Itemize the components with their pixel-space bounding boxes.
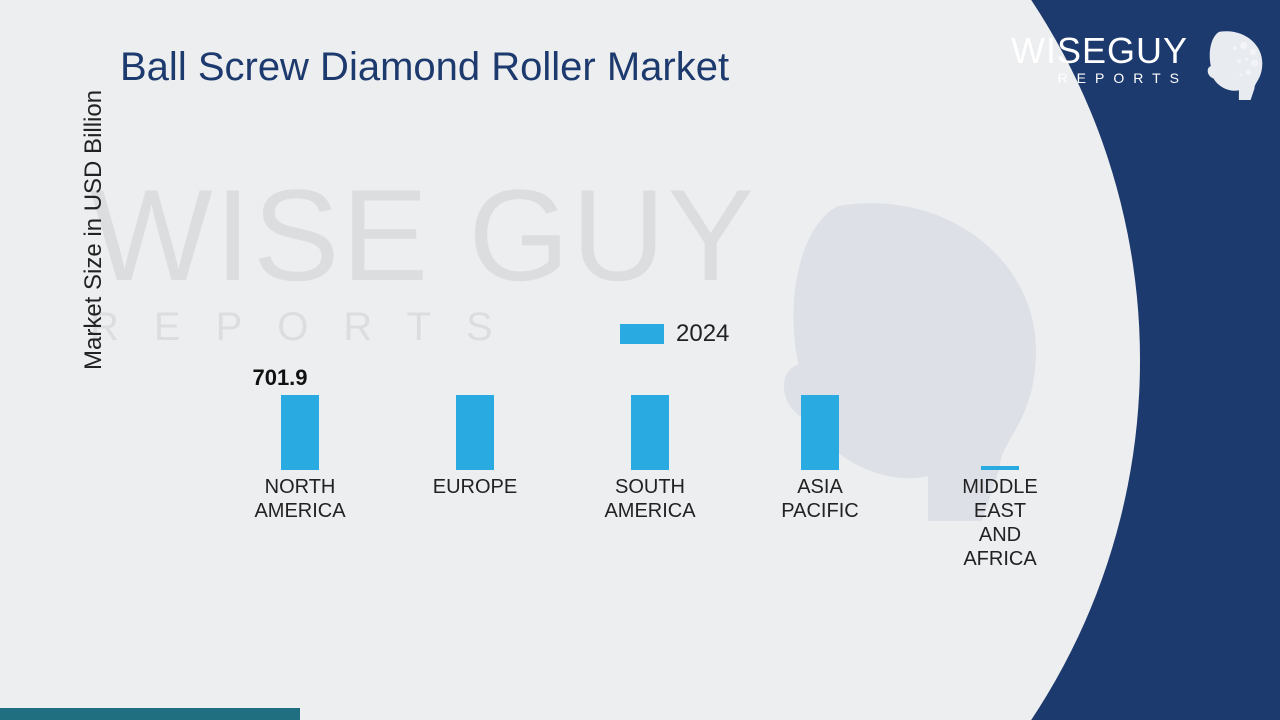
legend-label: 2024 (676, 320, 729, 348)
bar (281, 395, 319, 470)
legend-swatch (620, 324, 664, 344)
brand-line1: WISEGUY (1011, 30, 1188, 72)
circle-carve (0, 0, 1140, 720)
brand-logo-text: WISEGUY REPORTS (1011, 30, 1188, 86)
bar (631, 395, 669, 470)
bar (981, 466, 1019, 470)
category-label: ASIA PACIFIC (740, 475, 900, 523)
bar (456, 395, 494, 470)
y-axis-label: Market Size in USD Billion (80, 90, 108, 370)
category-label: NORTH AMERICA (220, 475, 380, 523)
legend: 2024 (620, 320, 729, 348)
category-label: MIDDLE EAST AND AFRICA (920, 475, 1080, 571)
bar (801, 395, 839, 470)
chart-title: Ball Screw Diamond Roller Market (120, 45, 729, 90)
brand-head-icon (1196, 18, 1274, 108)
category-label: EUROPE (395, 475, 555, 499)
bottom-accent-bar (0, 708, 300, 720)
category-label: SOUTH AMERICA (570, 475, 730, 523)
bar-value-label: 701.9 (230, 365, 330, 391)
brand-line2: REPORTS (1011, 70, 1188, 86)
infographic-stage: WISEGUY REPORTS WISE GUY REPORTS Ball Sc… (0, 0, 1280, 720)
